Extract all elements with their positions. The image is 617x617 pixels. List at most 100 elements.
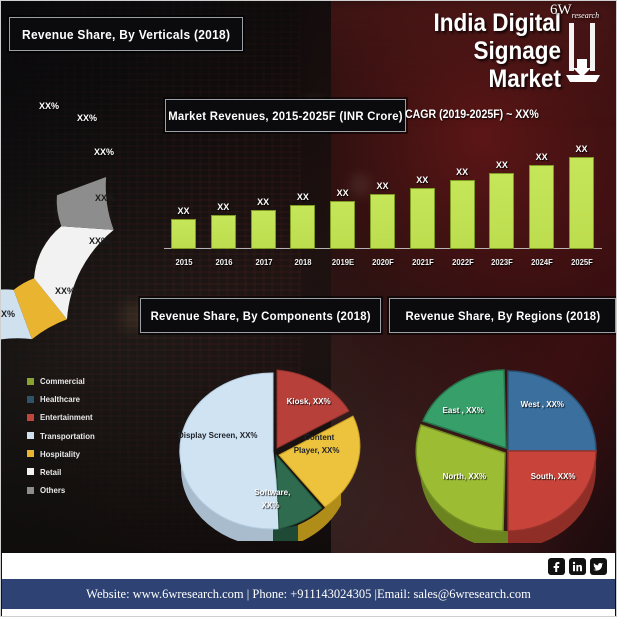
legend-label: Entertainment: [40, 412, 93, 423]
bar-rect: [449, 180, 475, 249]
donut-label-entertainment: XX%: [94, 147, 115, 157]
bar-rect: [409, 188, 435, 249]
bar-column[interactable]: XX: [449, 167, 475, 249]
bar-rect: [250, 210, 276, 249]
pie-label-content-player-1: Content: [304, 432, 335, 442]
company-logo[interactable]: 6Wresearch: [550, 3, 612, 91]
bottom-border: [2, 609, 615, 616]
donut-slice-retail: [34, 226, 114, 320]
bar-year-label: 2024F: [531, 257, 554, 267]
legend-label: Healthcare: [40, 394, 80, 405]
legend-item-entertainment[interactable]: Entertainment: [27, 412, 157, 422]
components-pie-svg: [179, 369, 361, 547]
legend-swatch-icon: [27, 486, 34, 494]
bar-column[interactable]: XX: [290, 192, 316, 249]
bar-column[interactable]: XX: [210, 202, 236, 249]
bar-year-label: 2019E: [332, 257, 355, 267]
digital-signage-kiosk-icon: [566, 23, 600, 82]
bar-value-label: XX: [217, 202, 230, 212]
logo-text: 6Wresearch: [550, 3, 599, 20]
bar-column[interactable]: XX: [370, 181, 395, 249]
bar-column[interactable]: XX: [489, 160, 515, 249]
donut-slice-hospitality: [13, 278, 67, 340]
bar-column[interactable]: XX: [330, 188, 356, 249]
pie-label-content-player-2: Player, XX%: [293, 445, 340, 455]
bar-value-label: XX: [336, 188, 349, 198]
bar-year-label: 2020F: [372, 257, 394, 267]
footer-contact-bar: Website: www.6wresearch.com | Phone: +91…: [2, 579, 615, 609]
pie-label-north: North, XX%: [442, 471, 487, 481]
legend-label: Hospitality: [40, 448, 80, 459]
donut-label-transportation: XX%: [95, 193, 116, 203]
components-title-text: Revenue Share, By Components (2018): [150, 308, 371, 323]
donut-slice-transportation: [1, 289, 32, 347]
pie-slice-north: [415, 424, 506, 532]
donut-svg: [1, 177, 114, 347]
legend-item-commercial[interactable]: Commercial: [27, 376, 157, 386]
bar-rect: [210, 215, 236, 249]
pie-slice-south: [507, 450, 597, 532]
bar-rect: [529, 165, 555, 249]
bar-year-label: 2022F: [451, 257, 474, 267]
bar-rect: [171, 219, 196, 249]
legend-item-others[interactable]: Others: [27, 485, 157, 495]
bar-column[interactable]: XX: [171, 206, 196, 249]
verticals-donut-chart: 2018 XX% XX% XX% XX% XX% XX% XX%: [1, 81, 166, 361]
pie-label-software-1: Software,: [254, 487, 291, 497]
logo-main-text: 6W: [550, 2, 572, 18]
bar-rect: [330, 201, 356, 249]
bar-year-label: 2023F: [491, 257, 514, 267]
cagr-annotation: CAGR (2019-2025F) ~ XX%: [405, 109, 539, 121]
bar-value-label: XX: [535, 152, 548, 162]
revenues-title-text: Market Revenues, 2015-2025F (INR Crore): [168, 108, 403, 123]
bar-value-label: XX: [257, 197, 270, 207]
bar-year-label: 2016: [215, 257, 233, 267]
bar-column[interactable]: XX: [569, 144, 594, 249]
pie-slice-west: [507, 370, 597, 452]
donut-label-others: XX%: [1, 309, 16, 319]
bar-year-label: 2017: [255, 257, 273, 267]
verticals-legend: Commercial Healthcare Entertainment Tran…: [27, 376, 157, 503]
title-line-2: Market: [488, 65, 561, 93]
bar-column[interactable]: XX: [529, 152, 555, 249]
footer-contact-text[interactable]: Website: www.6wresearch.com | Phone: +91…: [86, 586, 531, 601]
legend-item-healthcare[interactable]: Healthcare: [27, 394, 157, 404]
legend-item-hospitality[interactable]: Hospitality: [27, 449, 157, 459]
bar-year-label: 2025F: [571, 257, 593, 267]
components-panel-title: Revenue Share, By Components (2018): [140, 298, 381, 333]
pie-depth-north: [419, 427, 508, 549]
legend-swatch-icon: [27, 395, 34, 403]
bar-value-label: XX: [495, 160, 508, 170]
pie-label-south: South, XX%: [530, 471, 576, 481]
regions-pie-chart: West , XX% South, XX% North, XX% East , …: [411, 353, 606, 549]
legend-swatch-icon: [27, 450, 34, 458]
social-bar: [2, 553, 615, 579]
bar-column[interactable]: XX: [250, 197, 276, 249]
twitter-icon[interactable]: [590, 557, 607, 575]
bar-year-label: 2015: [175, 257, 193, 267]
legend-swatch-icon: [27, 468, 34, 476]
regions-panel-title: Revenue Share, By Regions (2018): [389, 298, 616, 333]
legend-label: Others: [40, 485, 66, 496]
legend-label: Retail: [40, 466, 62, 477]
components-pie-chart: Display Screen, XX% Kiosk, XX% Content P…: [173, 356, 373, 547]
bar-value-label: XX: [416, 175, 429, 185]
bokeh-dot: [351, 176, 369, 194]
facebook-icon[interactable]: [548, 557, 565, 575]
legend-item-transportation[interactable]: Transportation: [27, 431, 157, 441]
bar-value-label: XX: [575, 144, 588, 154]
pie-slice-east: [421, 369, 507, 450]
bar-year-label: 2018: [294, 257, 312, 267]
legend-swatch-icon: [27, 377, 34, 385]
revenues-panel-title: Market Revenues, 2015-2025F (INR Crore): [165, 99, 406, 132]
linkedin-icon[interactable]: [569, 557, 586, 575]
legend-swatch-icon: [27, 413, 34, 421]
bar-rect: [370, 194, 395, 249]
donut-label-healthcare: XX%: [77, 113, 98, 123]
bar-column[interactable]: XX: [409, 175, 435, 249]
pie-label-software-2: XX%: [261, 500, 280, 510]
verticals-panel-title: Revenue Share, By Verticals (2018): [9, 17, 243, 51]
bar-year-label: 2021F: [411, 257, 434, 267]
bar-rect: [569, 157, 594, 249]
legend-item-retail[interactable]: Retail: [27, 467, 157, 477]
